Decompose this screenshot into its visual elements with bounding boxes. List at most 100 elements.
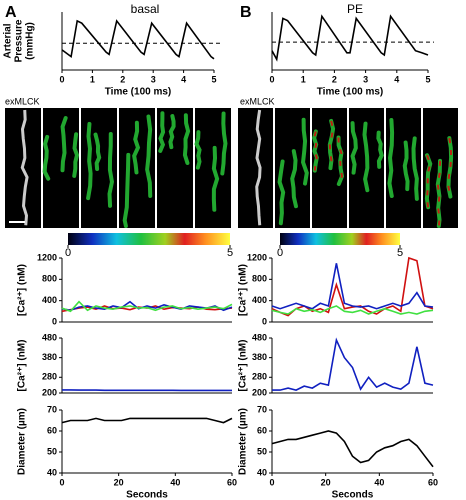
panel-label: A xyxy=(5,4,17,21)
cell-trace-hot xyxy=(425,154,432,208)
cell-trace xyxy=(168,114,176,150)
y-tick-label: 380 xyxy=(252,352,267,362)
x-tick-label: 1 xyxy=(301,74,306,84)
y-tick-label: 200 xyxy=(42,387,57,397)
data-line xyxy=(271,305,434,315)
x-tick-label: 3 xyxy=(363,74,368,84)
y-tick-label: 40 xyxy=(47,467,57,477)
x-tick-label: 4 xyxy=(394,74,399,84)
image-label: exMLCK xyxy=(5,96,40,106)
data-line xyxy=(61,19,215,60)
x-tick-label: 1 xyxy=(90,74,95,84)
x-tick-label: 5 xyxy=(211,74,216,84)
x-axis-label: Seconds xyxy=(332,490,374,500)
y-tick-label: 0 xyxy=(52,316,57,326)
y-axis-label: (mmHg) xyxy=(25,22,36,60)
colorbar-label: 5 xyxy=(397,247,403,259)
y-tick-label: 40 xyxy=(257,467,267,477)
cell-trace xyxy=(158,111,166,153)
panel-title: PE xyxy=(347,2,363,16)
cell-trace xyxy=(60,116,68,173)
x-tick-label: 3 xyxy=(151,74,156,84)
cell-trace xyxy=(435,158,443,228)
colorbar xyxy=(280,233,400,245)
panel-label: B xyxy=(240,4,252,21)
x-axis-label: Seconds xyxy=(126,490,168,500)
cell-trace xyxy=(122,152,131,228)
cell-trace xyxy=(350,121,358,175)
y-tick-label: 60 xyxy=(47,425,57,435)
y-tick-label: 400 xyxy=(42,295,57,305)
y-axis-label: Pressure xyxy=(14,19,25,62)
data-line xyxy=(271,430,434,468)
vessel-image xyxy=(20,109,29,226)
y-tick-label: 800 xyxy=(252,274,267,284)
cell-trace xyxy=(211,145,220,212)
y-tick-label: 70 xyxy=(257,404,267,414)
y-axis-label: Diameter (µm) xyxy=(17,408,28,475)
y-tick-label: 50 xyxy=(257,446,267,456)
x-tick-label: 2 xyxy=(120,74,125,84)
y-axis-label: [Ca²⁺] (nM) xyxy=(238,264,249,316)
cell-trace xyxy=(220,111,228,176)
y-tick-label: 0 xyxy=(262,316,267,326)
cell-trace-hot xyxy=(447,137,453,197)
cell-trace xyxy=(301,117,309,186)
cell-trace xyxy=(362,121,370,193)
y-tick-label: 60 xyxy=(257,425,267,435)
cell-trace xyxy=(107,131,114,208)
x-tick-label: 60 xyxy=(428,477,438,487)
cell-trace xyxy=(402,140,410,192)
vessel-image xyxy=(255,109,262,226)
cell-trace-hot xyxy=(337,137,344,185)
y-axis-label: [Ca²⁺] (nM) xyxy=(17,340,28,392)
x-tick-label: 0 xyxy=(269,74,274,84)
colorbar-label: 0 xyxy=(277,247,283,259)
y-tick-label: 380 xyxy=(42,352,57,362)
y-tick-label: 70 xyxy=(47,404,57,414)
x-axis-label: Time (100 ms) xyxy=(105,87,172,98)
image-tile xyxy=(238,108,273,228)
x-tick-label: 40 xyxy=(374,477,384,487)
x-tick-label: 4 xyxy=(181,74,186,84)
cell-trace xyxy=(411,136,419,201)
data-line xyxy=(62,389,232,392)
cell-trace xyxy=(387,117,395,198)
data-line xyxy=(271,256,434,317)
y-tick-label: 480 xyxy=(42,332,57,342)
y-tick-label: 280 xyxy=(252,372,267,382)
y-axis-label: [Ca²⁺] (nM) xyxy=(17,264,28,316)
cell-trace xyxy=(93,132,102,172)
y-tick-label: 400 xyxy=(252,295,267,305)
data-line xyxy=(271,14,429,62)
image-label: exMLCK xyxy=(240,96,275,106)
cell-trace xyxy=(182,113,191,165)
colorbar-label: 0 xyxy=(65,247,71,259)
cell-trace xyxy=(376,130,384,169)
y-tick-label: 280 xyxy=(42,372,57,382)
y-tick-label: 480 xyxy=(252,332,267,342)
colorbar-label: 5 xyxy=(227,247,233,259)
y-axis-label: Diameter (µm) xyxy=(238,408,249,475)
x-tick-label: 2 xyxy=(332,74,337,84)
cell-trace xyxy=(86,121,93,201)
cell-trace xyxy=(145,114,153,198)
x-tick-label: 0 xyxy=(269,477,274,487)
y-axis-label: [Ca²⁺] (nM) xyxy=(238,340,249,392)
x-tick-label: 20 xyxy=(321,477,331,487)
cell-trace xyxy=(132,120,141,175)
cell-trace xyxy=(312,129,319,173)
x-tick-label: 5 xyxy=(425,74,430,84)
y-tick-label: 1200 xyxy=(37,252,57,262)
data-line xyxy=(61,417,233,424)
cell-trace xyxy=(194,130,202,170)
cell-trace xyxy=(277,159,286,226)
data-line xyxy=(61,300,233,313)
x-tick-label: 20 xyxy=(114,477,124,487)
cell-trace xyxy=(290,149,298,209)
data-line xyxy=(272,337,434,391)
x-tick-label: 0 xyxy=(59,477,64,487)
cell-trace-hot xyxy=(328,120,335,169)
x-axis-label: Time (100 ms) xyxy=(317,87,384,98)
